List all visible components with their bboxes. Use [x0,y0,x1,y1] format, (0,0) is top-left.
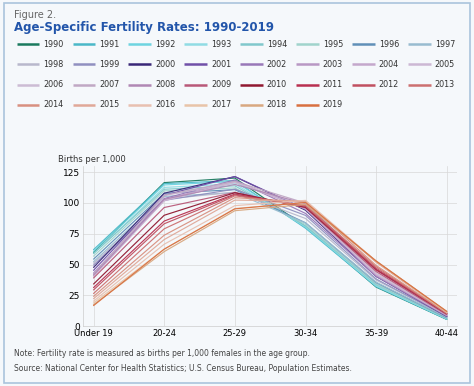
Text: 1990: 1990 [43,40,64,49]
Text: 2007: 2007 [99,80,119,89]
Text: 1999: 1999 [99,60,119,69]
Text: Figure 2.: Figure 2. [14,10,56,20]
Text: 2002: 2002 [267,60,287,69]
Text: 1993: 1993 [211,40,231,49]
Text: 2010: 2010 [267,80,287,89]
Text: 2006: 2006 [43,80,63,89]
Text: 2017: 2017 [211,100,231,109]
Text: 2015: 2015 [99,100,119,109]
Text: 2009: 2009 [211,80,231,89]
Text: 2016: 2016 [155,100,175,109]
Text: Source: National Center for Health Statistics; U.S. Census Bureau, Population Es: Source: National Center for Health Stati… [14,364,352,372]
Text: 1994: 1994 [267,40,287,49]
Text: 2011: 2011 [323,80,343,89]
Text: 1991: 1991 [99,40,119,49]
Text: 2013: 2013 [435,80,455,89]
Text: Age-Specific Fertility Rates: 1990-2019: Age-Specific Fertility Rates: 1990-2019 [14,21,274,34]
Text: 2004: 2004 [379,60,399,69]
Text: Note: Fertility rate is measured as births per 1,000 females in the age group.: Note: Fertility rate is measured as birt… [14,349,310,358]
Text: 2019: 2019 [323,100,343,109]
Text: 2000: 2000 [155,60,175,69]
Text: 2018: 2018 [267,100,287,109]
Text: 1992: 1992 [155,40,175,49]
Text: 2005: 2005 [435,60,455,69]
Text: 2001: 2001 [211,60,231,69]
Text: 2014: 2014 [43,100,63,109]
Text: 1995: 1995 [323,40,343,49]
Text: 1998: 1998 [43,60,64,69]
Text: 2003: 2003 [323,60,343,69]
Text: 1997: 1997 [435,40,455,49]
Text: 2012: 2012 [379,80,399,89]
Text: 2008: 2008 [155,80,175,89]
Text: 1996: 1996 [379,40,399,49]
Text: Births per 1,000: Births per 1,000 [58,154,126,164]
